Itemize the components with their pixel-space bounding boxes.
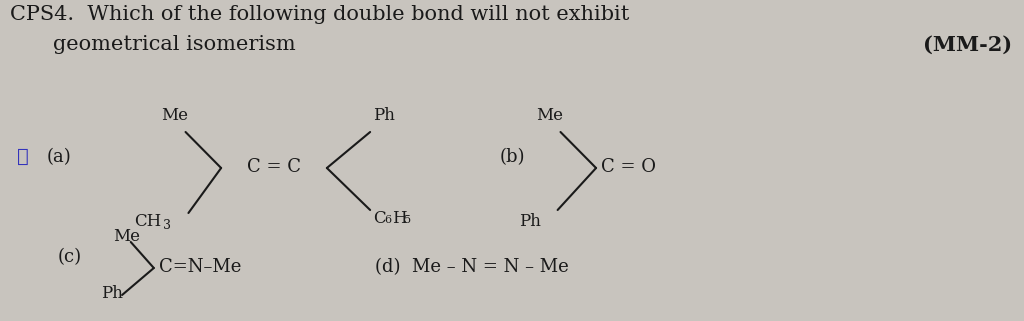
Text: (b): (b) — [500, 148, 525, 166]
Text: geometrical isomerism: geometrical isomerism — [53, 35, 296, 54]
Text: 3: 3 — [164, 219, 171, 232]
Text: 5: 5 — [403, 215, 411, 225]
Text: CH: CH — [134, 213, 162, 230]
Text: C: C — [373, 210, 386, 227]
Text: C = O: C = O — [601, 158, 656, 176]
Text: CPS4.  Which of the following double bond will not exhibit: CPS4. Which of the following double bond… — [9, 5, 629, 24]
Text: (d)  Me – N = N – Me: (d) Me – N = N – Me — [375, 258, 568, 276]
Text: (a): (a) — [46, 148, 71, 166]
Text: Me: Me — [114, 228, 140, 245]
Text: (c): (c) — [57, 248, 82, 266]
Text: C = C: C = C — [247, 158, 301, 176]
Text: Ph: Ph — [373, 107, 395, 124]
Text: Ph: Ph — [101, 285, 123, 302]
Text: ✓: ✓ — [17, 148, 29, 166]
Text: Me: Me — [162, 107, 188, 124]
Text: C=N–Me: C=N–Me — [159, 258, 241, 276]
Text: 6: 6 — [385, 215, 392, 225]
Text: Ph: Ph — [519, 213, 541, 230]
Text: H: H — [392, 210, 407, 227]
Text: Me: Me — [537, 107, 563, 124]
Text: (MM-2): (MM-2) — [923, 35, 1012, 55]
